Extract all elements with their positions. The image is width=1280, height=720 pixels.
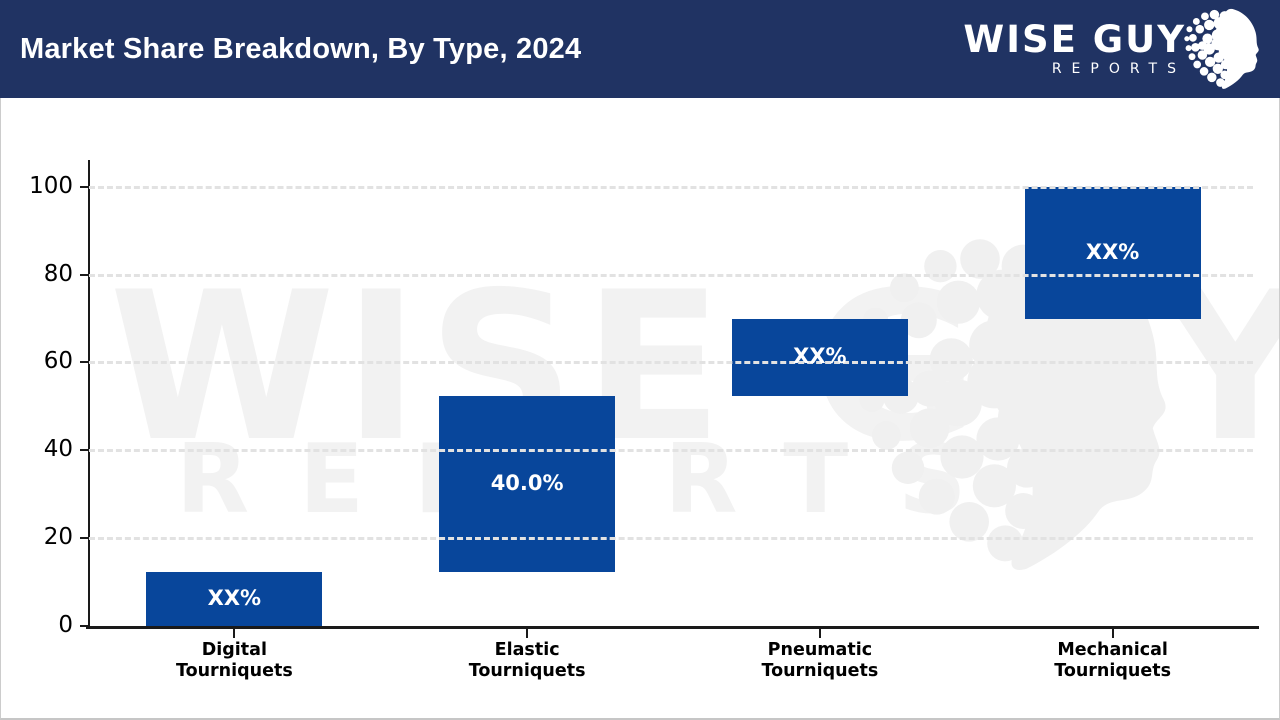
x-tick [233, 629, 236, 638]
gridline [89, 185, 1253, 189]
y-tick-label: 80 [43, 260, 73, 287]
category-label: Mechanical Tourniquets [1054, 640, 1172, 681]
y-axis-line [88, 160, 90, 629]
header-bar: Market Share Breakdown, By Type, 2024 WI… [0, 0, 1280, 98]
x-tick [818, 629, 821, 638]
gridline [89, 449, 1253, 453]
logo-wordmark-sub: REPORTS [1051, 61, 1186, 77]
y-tick-label: 0 [58, 612, 73, 638]
x-axis-line [86, 626, 1259, 629]
brand-logo: WISE GUY REPORTS [963, 3, 1280, 95]
category-label: Elastic Tourniquets [468, 640, 586, 681]
y-tick [80, 537, 88, 540]
bar-value-label: 40.0% [490, 470, 564, 495]
bar-segment [1024, 186, 1201, 319]
gridline [89, 273, 1253, 277]
y-tick-label: 40 [43, 436, 73, 463]
y-tick [80, 449, 88, 452]
x-tick [1111, 629, 1114, 638]
logo-head-icon [1184, 8, 1259, 89]
y-tick-label: 20 [43, 524, 73, 551]
bar-segment [731, 318, 908, 396]
gridline [89, 537, 1253, 541]
x-tick [526, 629, 529, 638]
category-label: Digital Tourniquets [175, 640, 293, 681]
category-label: Pneumatic Tourniquets [761, 640, 879, 681]
logo-wordmark: WISE GUY REPORTS [963, 18, 1186, 78]
y-tick [80, 185, 88, 188]
bar-value-label: XX% [207, 585, 262, 610]
chart-canvas: WISE GUY REPORTS 020406080100XX%Digital … [0, 98, 1280, 720]
y-tick [80, 625, 88, 627]
page-title: Market Share Breakdown, By Type, 2024 [20, 32, 582, 65]
bar-segment [439, 395, 616, 572]
logo-wordmark-main: WISE GUY [963, 18, 1186, 61]
bar-value-label: XX% [793, 344, 847, 369]
y-tick-label: 60 [43, 348, 73, 375]
bar-segment [146, 571, 323, 626]
bar-value-label: XX% [1085, 239, 1140, 264]
y-tick [80, 361, 88, 364]
y-tick [80, 273, 88, 276]
y-tick-label: 100 [29, 172, 73, 199]
gridline [89, 361, 1253, 365]
